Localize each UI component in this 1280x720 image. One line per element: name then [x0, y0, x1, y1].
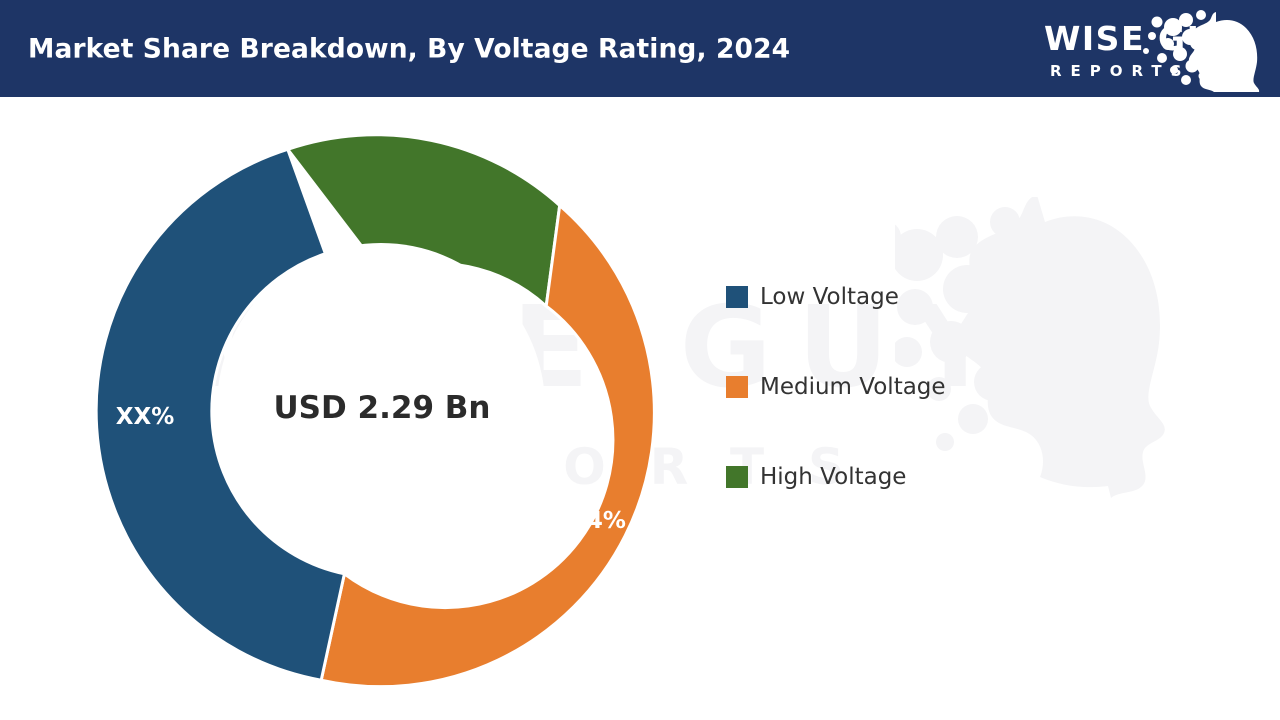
chart-canvas: WISE GUY REPORTS [0, 97, 1280, 720]
donut-hole [217, 243, 545, 571]
page-title: Market Share Breakdown, By Voltage Ratin… [28, 33, 791, 64]
chart-legend: Low Voltage Medium Voltage High Voltage [726, 252, 1046, 522]
slice-label-medium-voltage: 43.4% [546, 508, 626, 534]
page-header: Market Share Breakdown, By Voltage Ratin… [0, 0, 1280, 97]
legend-item-low-voltage[interactable]: Low Voltage [726, 252, 1046, 342]
donut-slices [94, 133, 656, 689]
legend-swatch-high-voltage [726, 466, 748, 488]
slice-low-voltage[interactable] [94, 147, 347, 682]
slice-label-low-voltage: XX% [116, 404, 175, 430]
legend-label-low-voltage: Low Voltage [760, 284, 899, 310]
legend-item-high-voltage[interactable]: High Voltage [726, 432, 1046, 522]
donut-chart-svg: XX% 43.4% XX% USD 2.29 Bn [94, 133, 656, 689]
donut-chart: XX% 43.4% XX% USD 2.29 Bn [0, 97, 760, 720]
legend-item-medium-voltage[interactable]: Medium Voltage [726, 342, 1046, 432]
legend-swatch-low-voltage [726, 286, 748, 308]
slice-label-high-voltage: XX% [395, 264, 454, 290]
donut-center-value: USD 2.29 Bn [274, 390, 491, 426]
wise-guy-reports-logo: WISE GUY REPORTS [1040, 6, 1272, 92]
legend-label-medium-voltage: Medium Voltage [760, 374, 946, 400]
logo-head-profile-dots-icon [1143, 10, 1260, 92]
legend-swatch-medium-voltage [726, 376, 748, 398]
logo-wordmark-line2: REPORTS [1050, 62, 1190, 80]
legend-label-high-voltage: High Voltage [760, 464, 907, 490]
